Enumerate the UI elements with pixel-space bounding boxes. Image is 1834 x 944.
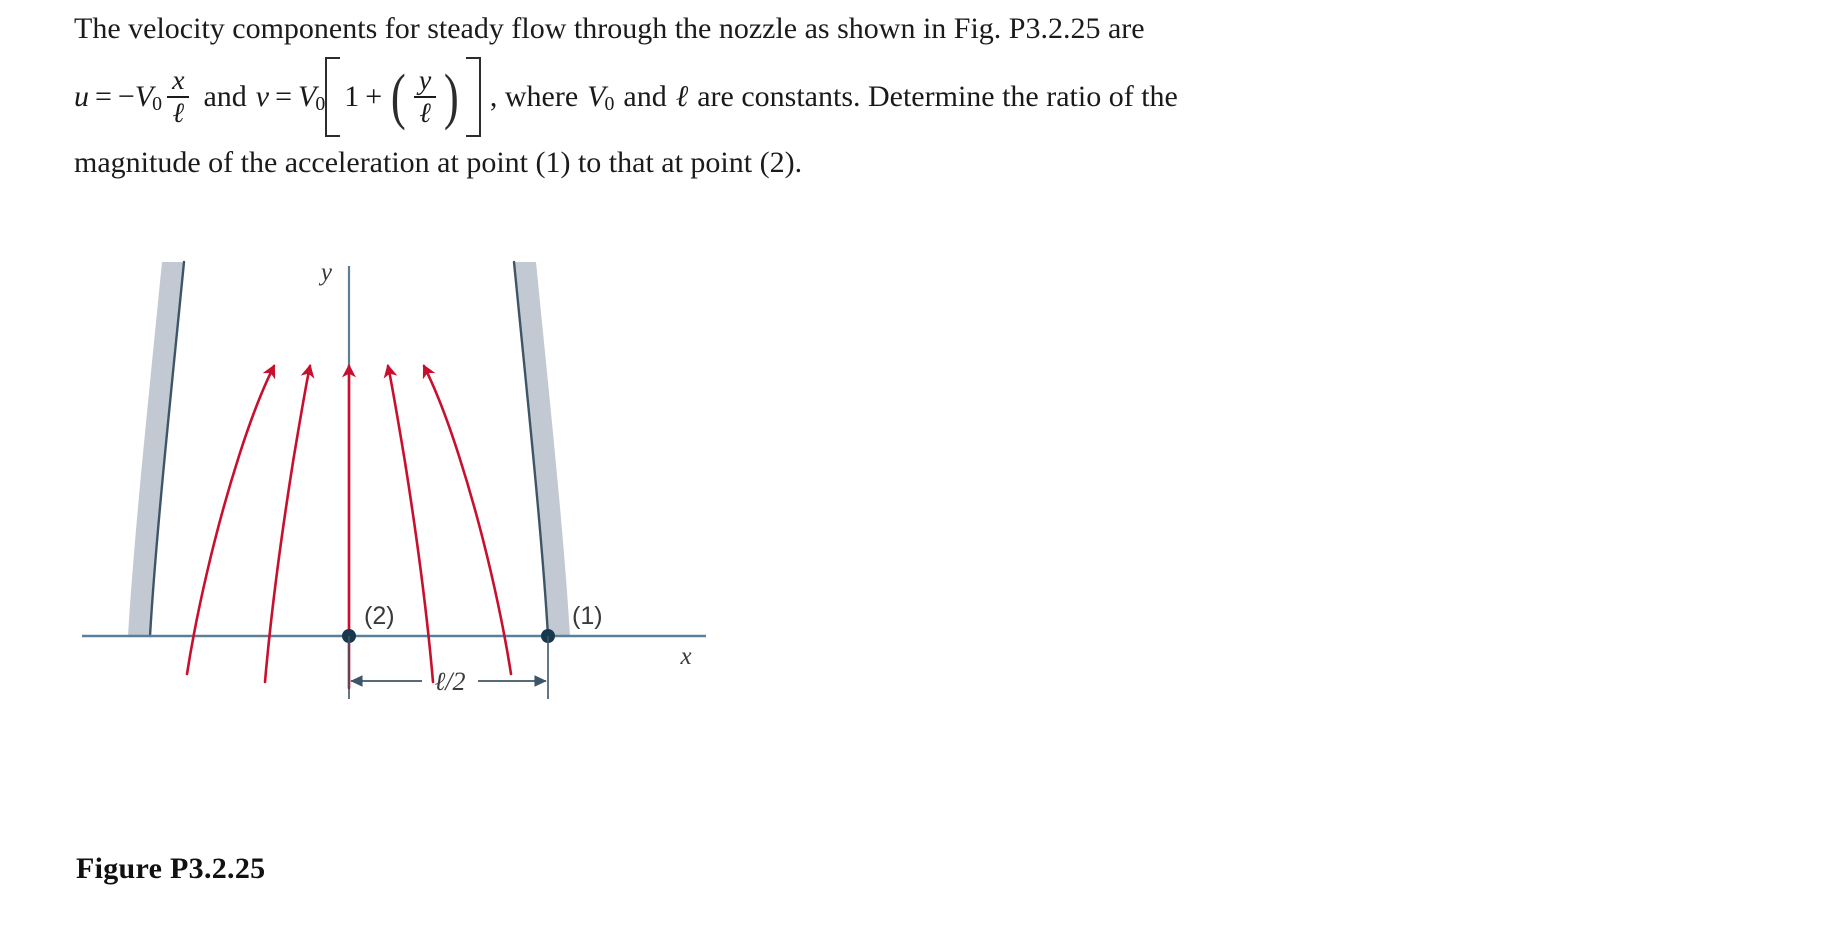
nozzle-wall-right-band (514, 262, 570, 636)
symbol-ell: ℓ (675, 80, 689, 113)
equation-where-clause: , where (489, 80, 579, 113)
point-label-2: (2) (364, 602, 395, 630)
square-bracket-left (325, 57, 344, 137)
fraction-y-over-ell: y ℓ (413, 65, 437, 129)
streamline-4 (383, 364, 435, 684)
fraction-bar-1 (167, 96, 190, 98)
velocity-components-equation: u = − V 0 x ℓ and v = V 0 1 + ( y ℓ (74, 54, 1774, 140)
streamline-group (185, 363, 513, 690)
equation-and-text: and (623, 80, 667, 113)
problem-line-1: The velocity components for steady flow … (74, 12, 1145, 45)
nozzle-wall-left-outline (148, 260, 186, 638)
symbol-v: v (255, 80, 270, 113)
point-label-1: (1) (572, 602, 603, 630)
fraction-numerator-y: y (418, 65, 432, 97)
equation-u-term: u = − V 0 x ℓ (74, 66, 194, 128)
fraction-denominator-ell: ℓ (172, 97, 185, 129)
y-axis-label: y (318, 259, 333, 286)
symbol-V-1: V (134, 80, 154, 113)
figure-caption: Figure P3.2.25 (76, 852, 266, 885)
fraction-denominator-ell-2: ℓ (419, 97, 431, 129)
minus-sign: − (117, 80, 135, 113)
square-bracket-right (462, 57, 481, 137)
paren-left: ( (391, 62, 406, 131)
streamline-1 (185, 364, 276, 676)
dimension-label-ell-over-2: ℓ/2 (434, 667, 465, 696)
numeral-one: 1 (344, 80, 360, 113)
equation-conjunction-and: and (203, 80, 247, 113)
problem-line-3: magnitude of the acceleration at point (… (74, 146, 803, 179)
fraction-bar-2 (413, 96, 437, 98)
streamline-2 (263, 364, 315, 684)
subscript-zero-3: 0 (604, 92, 615, 115)
problem-statement: The velocity components for steady flow … (74, 14, 1774, 178)
subscript-zero-1: 0 (152, 92, 163, 115)
figure-nozzle: y x (2) (1) (74, 244, 794, 844)
fraction-x-over-ell: x ℓ (167, 65, 190, 129)
plus-sign: + (365, 80, 383, 113)
nozzle-wall-left-band (128, 262, 184, 636)
equation-tail-text: are constants. Determine the ratio of th… (697, 80, 1178, 113)
paren-right: ) (444, 62, 459, 131)
streamline-5 (422, 364, 513, 676)
equation-v-term: v = V 0 1 + ( y ℓ ) (256, 57, 481, 137)
symbol-u: u (74, 80, 89, 113)
subscript-zero-2: 0 (315, 92, 326, 115)
equals-sign-1: = (95, 80, 112, 113)
x-axis-label: x (679, 643, 691, 670)
fraction-numerator-x: x (172, 65, 185, 97)
nozzle-streamline-diagram: y x (2) (1) (82, 259, 706, 699)
equals-sign-2: = (275, 80, 293, 113)
nozzle-wall-right-outline (512, 260, 550, 638)
symbol-V-3: V (587, 80, 606, 113)
symbol-V-2: V (298, 80, 317, 113)
